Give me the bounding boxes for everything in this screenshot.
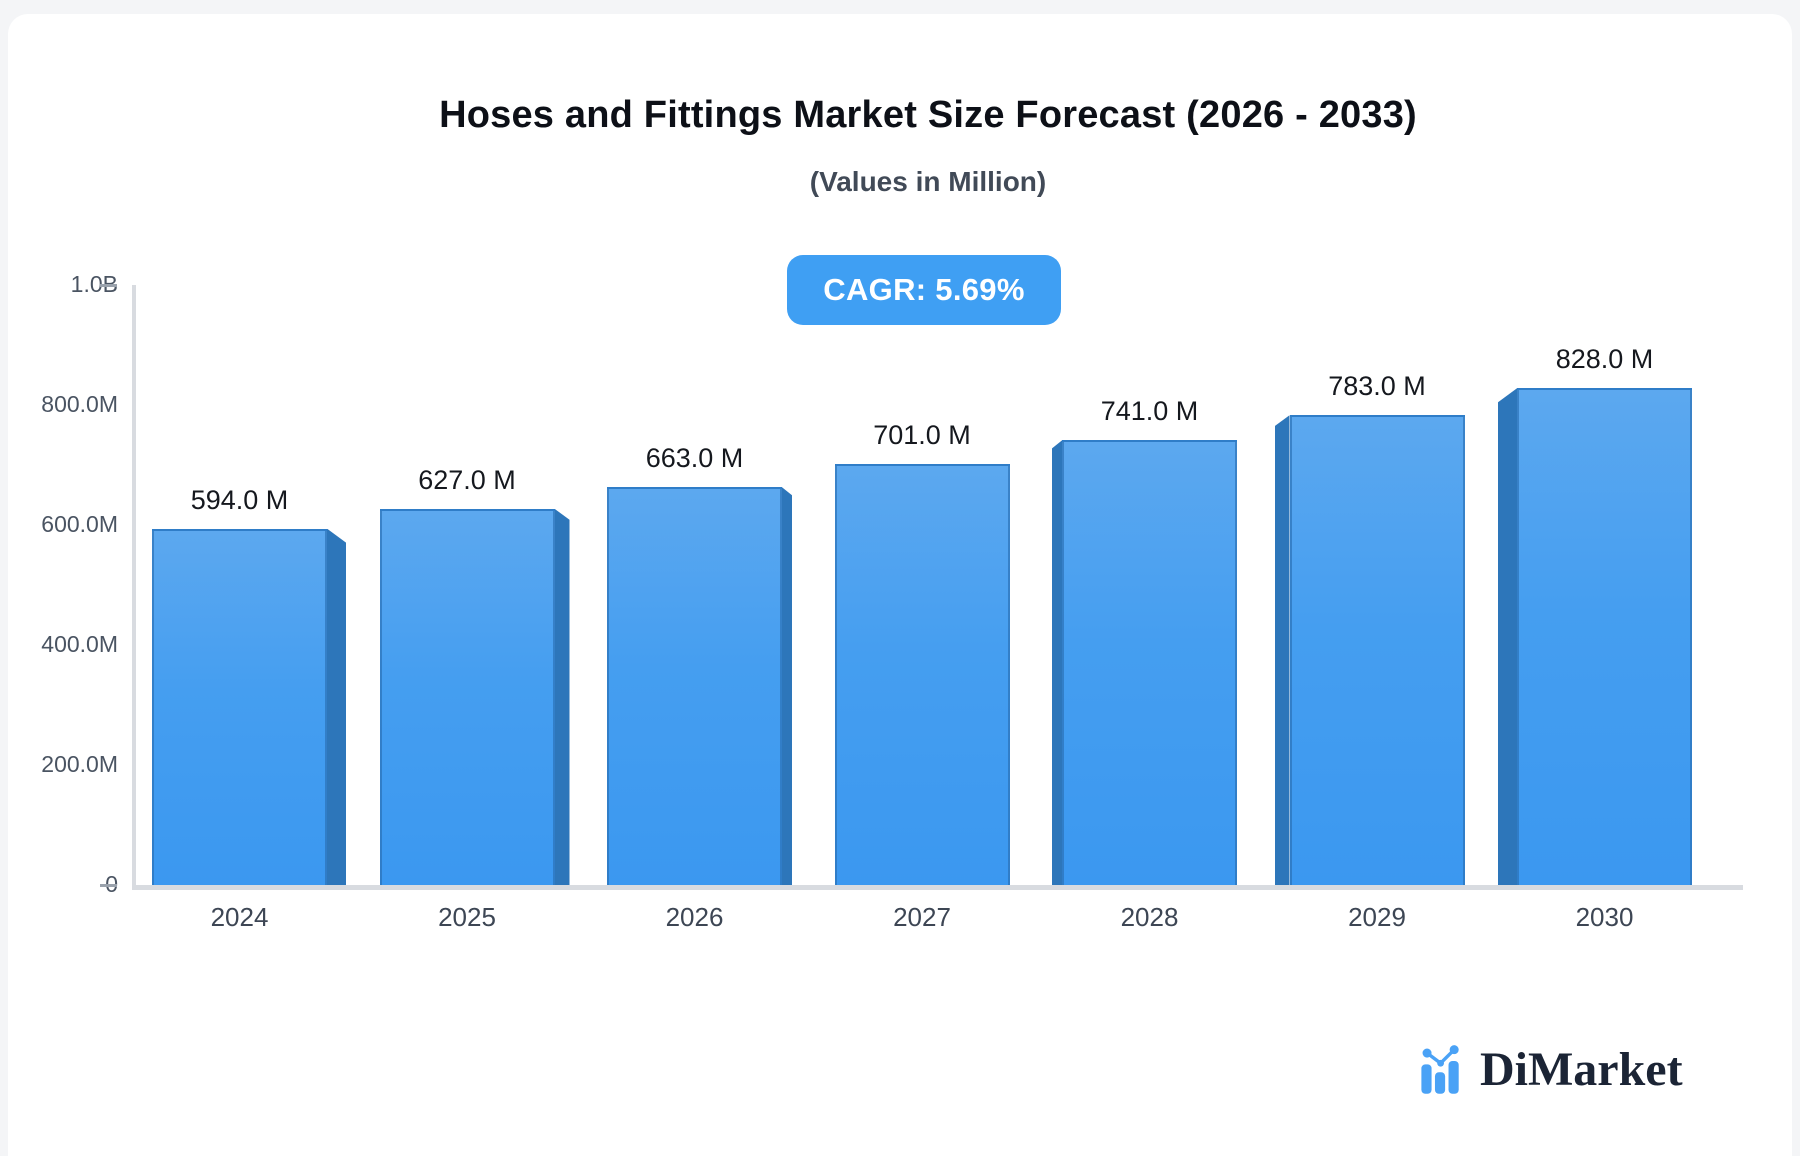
y-axis-line <box>132 285 136 890</box>
bar-side <box>1274 415 1290 885</box>
bar-side <box>327 528 346 885</box>
x-tick-label: 2028 <box>1120 902 1179 932</box>
bar-face[interactable] <box>834 464 1010 885</box>
x-tick-label: 2026 <box>665 902 724 932</box>
y-tick-label: 600.0M <box>41 511 118 537</box>
bar-value-label: 783.0 M <box>1328 371 1426 402</box>
bar-value-label: 741.0 M <box>1100 396 1199 427</box>
y-tick-dash <box>100 884 117 887</box>
bar-value-label: 663.0 M <box>645 443 744 474</box>
bar-face[interactable] <box>1517 388 1692 885</box>
bar-side <box>1498 388 1517 885</box>
x-axis-line <box>132 885 1743 890</box>
bar-side <box>1052 440 1062 885</box>
bar-value-label: 594.0 M <box>190 484 289 515</box>
bar-face[interactable] <box>607 487 782 885</box>
bar-value-label: 828.0 M <box>1555 344 1654 375</box>
dimarket-logo-text: DiMarket <box>1480 1043 1683 1096</box>
x-tick-label: 2029 <box>1348 902 1406 932</box>
x-tick-label: 2027 <box>893 902 951 932</box>
chart-subtitle: (Values in Million) <box>809 166 1047 197</box>
bar-value-label: 701.0 M <box>873 420 971 451</box>
bar-face[interactable] <box>1289 415 1465 885</box>
bar-face[interactable] <box>1062 440 1237 885</box>
bar-face[interactable] <box>379 508 555 885</box>
cagr-badge: CAGR: 5.69% <box>787 255 1061 325</box>
dimarket-logo: DiMarket <box>1418 1036 1683 1096</box>
y-tick-label: 800.0M <box>41 391 118 417</box>
bar-value-label: 627.0 M <box>418 464 516 495</box>
x-tick-label: 2025 <box>438 902 496 932</box>
x-tick-label: 2024 <box>210 902 269 932</box>
y-tick-label: 200.0M <box>41 751 118 777</box>
y-tick-label: 400.0M <box>41 631 118 657</box>
x-tick-label: 2030 <box>1575 902 1634 932</box>
y-tick-dash <box>100 284 117 287</box>
mini-bar-chart-icon <box>1421 1045 1459 1094</box>
bar-side <box>782 487 792 885</box>
bar-face[interactable] <box>152 528 327 885</box>
chart-title: Hoses and Fittings Market Size Forecast … <box>439 94 1417 136</box>
bar-side <box>554 508 570 885</box>
